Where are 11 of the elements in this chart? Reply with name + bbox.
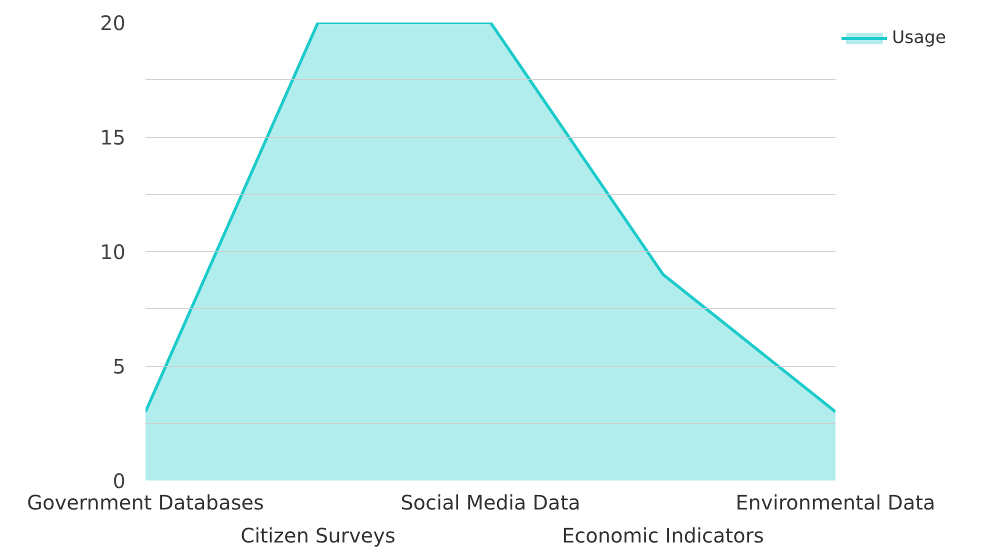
x-tick-label: Citizen Surveys — [240, 524, 396, 548]
legend-label: Usage — [892, 28, 946, 48]
y-tick-label: 10 — [100, 240, 126, 264]
y-tick-label: 5 — [112, 354, 126, 378]
y-tick-label: 20 — [100, 11, 126, 35]
x-tick-label: Environmental Data — [736, 490, 936, 514]
x-tick-label: Economic Indicators — [562, 524, 764, 548]
x-tick-label: Social Media Data — [400, 490, 580, 514]
y-tick-label: 15 — [100, 126, 126, 150]
x-tick-label: Government Databases — [27, 490, 264, 514]
y-tick-label: 0 — [112, 469, 126, 493]
